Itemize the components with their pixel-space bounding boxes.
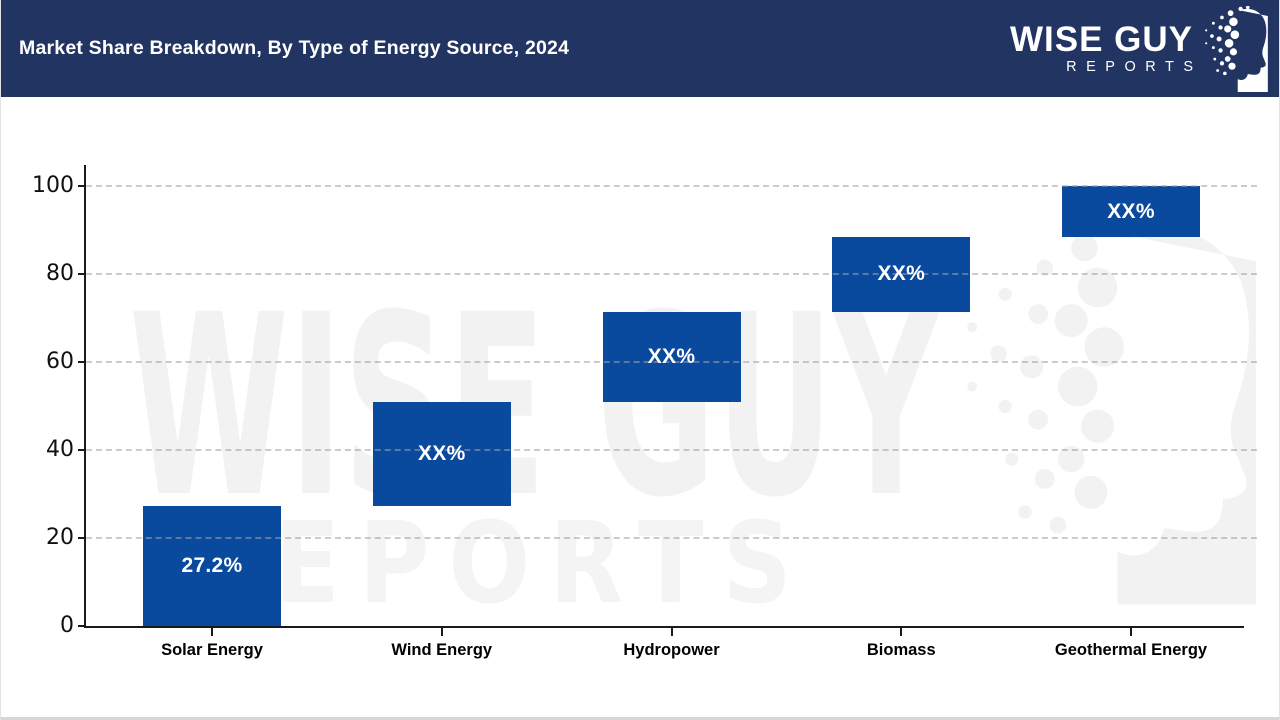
wise-guy-logo: WISE GUY REPORTS (1010, 0, 1269, 97)
x-axis-line (84, 626, 1244, 628)
x-tick-mark-solar-energy (211, 628, 213, 636)
y-tick-mark-60 (78, 361, 86, 363)
bar-value-label-geothermal-energy: XX% (1107, 200, 1155, 223)
bar-value-label-solar-energy: 27.2% (181, 554, 243, 578)
gridline-80 (86, 273, 1257, 275)
x-tick-mark-biomass (900, 628, 903, 636)
gridline-20 (86, 537, 1257, 539)
x-tick-mark-geothermal-energy (1130, 628, 1132, 636)
y-tick-label-20: 20 (46, 525, 74, 550)
logo-wordmark: WISE GUY (1009, 20, 1193, 60)
header-bar: Market Share Breakdown, By Type of Energ… (1, 0, 1279, 97)
x-category-label-wind-energy: Wind Energy (391, 641, 493, 659)
logo-text: WISE GUY REPORTS (1010, 22, 1193, 75)
y-tick-label-80: 80 (46, 261, 74, 286)
gridline-60 (86, 361, 1257, 363)
bar-value-label-hydropower: XX% (647, 344, 696, 368)
bar-solar-energy (143, 506, 281, 626)
dotted-face-icon (1195, 5, 1269, 92)
bar-hydropower (602, 311, 741, 402)
bottom-border (1, 717, 1279, 720)
bar-value-label-wind-energy: XX% (417, 441, 466, 465)
y-tick-mark-40 (78, 449, 86, 451)
x-category-label-biomass: Biomass (866, 641, 936, 659)
y-tick-mark-0 (78, 625, 86, 627)
y-tick-label-0: 0 (60, 613, 74, 638)
y-tick-mark-100 (78, 185, 86, 187)
y-tick-mark-20 (78, 537, 86, 539)
y-tick-mark-80 (78, 273, 86, 275)
x-tick-mark-hydropower (670, 628, 673, 636)
x-category-label-hydropower: Hydropower (623, 641, 720, 659)
x-tick-mark-wind-energy (440, 628, 443, 636)
y-tick-label-100: 100 (32, 173, 74, 198)
y-tick-label-60: 60 (46, 349, 74, 374)
x-category-label-geothermal-energy: Geothermal Energy (1054, 641, 1208, 659)
bar-wind-energy (372, 401, 511, 507)
chart-title: Market Share Breakdown, By Type of Energ… (19, 37, 570, 59)
logo-subtitle: REPORTS (1066, 59, 1203, 76)
watermark-wordmark: WISE GUY (129, 261, 939, 552)
y-tick-label-40: 40 (46, 437, 74, 462)
bar-value-label-biomass: XX% (877, 262, 926, 286)
watermark-dotted-face-icon (926, 213, 1256, 615)
gridline-40 (86, 449, 1257, 451)
gridline-100 (86, 185, 1257, 187)
y-axis-line (84, 165, 86, 628)
x-category-label-solar-energy: Solar Energy (161, 641, 263, 659)
